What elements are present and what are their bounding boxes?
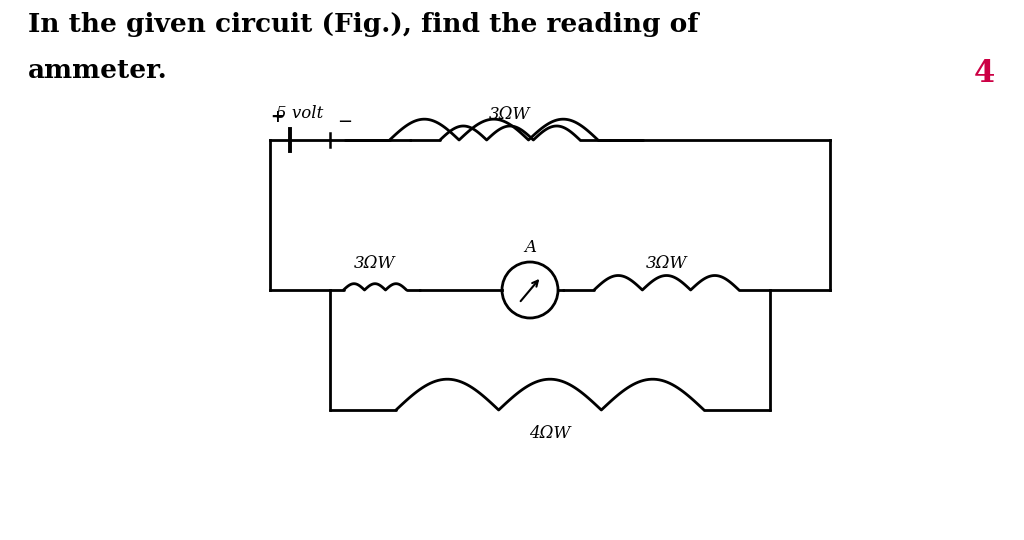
Text: In the given circuit (Fig.), find the reading of: In the given circuit (Fig.), find the re… [28, 12, 698, 37]
Text: 3ΩW: 3ΩW [489, 106, 530, 123]
Text: 4: 4 [974, 58, 995, 89]
Text: ammeter.: ammeter. [28, 58, 168, 83]
Text: 5 volt: 5 volt [276, 105, 324, 122]
Text: 3ΩW: 3ΩW [354, 255, 395, 272]
Text: −: − [337, 113, 352, 131]
Text: 3ΩW: 3ΩW [646, 255, 687, 272]
Text: +: + [270, 108, 284, 126]
Text: A: A [524, 239, 536, 256]
Text: 4ΩW: 4ΩW [529, 425, 570, 442]
